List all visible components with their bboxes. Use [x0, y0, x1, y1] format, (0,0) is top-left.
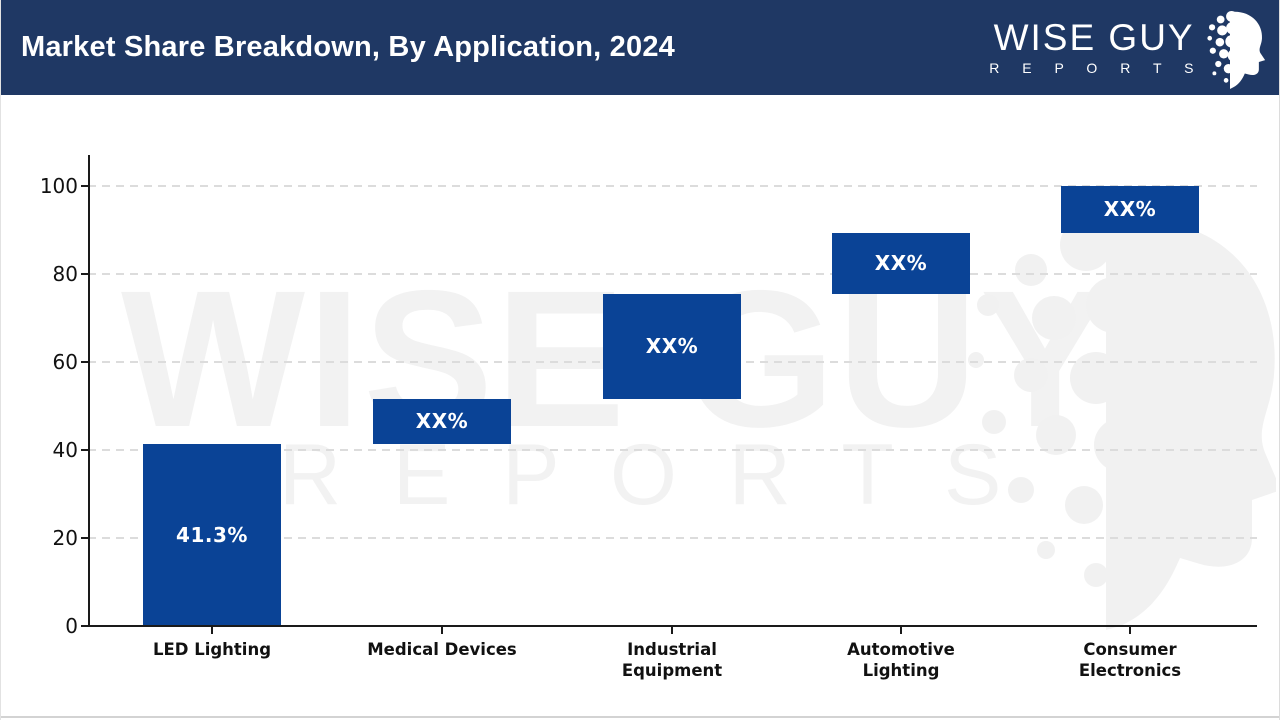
- gridline-80: [88, 273, 1257, 275]
- bar-value-label: XX%: [645, 334, 699, 359]
- watermark-text-line2: R E P O R T S: [279, 427, 1016, 523]
- chart-title: Market Share Breakdown, By Application, …: [21, 31, 675, 63]
- bar-medical-devices: XX%: [373, 398, 511, 445]
- x-tick-mark-1: [441, 626, 443, 634]
- watermark-head-graphic: [968, 219, 1276, 630]
- y-tick-mark-0: [81, 625, 88, 627]
- y-tick-label-20: 20: [52, 526, 78, 550]
- x-tick-mark-3: [900, 626, 902, 634]
- x-category-label-3: Automotive Lighting: [847, 640, 955, 681]
- y-tick-label-40: 40: [52, 438, 78, 462]
- y-tick-label-60: 60: [52, 350, 78, 374]
- header: Market Share Breakdown, By Application, …: [1, 0, 1279, 95]
- y-axis-line: [88, 155, 90, 627]
- bar-value-label: XX%: [1103, 197, 1157, 222]
- x-tick-mark-2: [671, 626, 673, 634]
- bar-automotive-lighting: XX%: [832, 232, 970, 294]
- y-tick-label-80: 80: [52, 262, 78, 286]
- x-category-label-1: Medical Devices: [367, 640, 517, 659]
- logo-wordmark-line1: WISE GUY: [993, 17, 1195, 58]
- bar-industrial-equipment: XX%: [603, 293, 741, 399]
- gridline-40: [88, 449, 1257, 451]
- x-category-label-4: Consumer Electronics: [1078, 640, 1182, 681]
- y-tick-mark-20: [81, 537, 88, 539]
- bar-consumer-electronics: XX%: [1061, 186, 1199, 233]
- logo-wordmark-line2: R E P O R T S: [989, 60, 1203, 76]
- x-tick-mark-4: [1129, 626, 1131, 634]
- x-category-label-2: Industrial Equipment: [621, 640, 723, 681]
- y-tick-label-100: 100: [39, 174, 78, 198]
- logo-wordmark: WISE GUY R E P O R T S: [985, 19, 1203, 76]
- y-tick-label-0: 0: [65, 614, 78, 638]
- gridline-20: [88, 537, 1257, 539]
- bottom-border: [1, 716, 1279, 718]
- x-tick-mark-0: [211, 626, 213, 634]
- logo-head-icon: [1207, 10, 1266, 89]
- bar-led-lighting: 41.3%: [143, 444, 281, 626]
- gridline-100: [88, 185, 1257, 187]
- y-tick-mark-60: [81, 361, 88, 363]
- bar-value-label: XX%: [874, 251, 928, 276]
- brand-logo: WISE GUY R E P O R T S: [985, 0, 1269, 95]
- bar-value-label: XX%: [415, 409, 469, 434]
- y-tick-mark-100: [81, 185, 88, 187]
- x-category-label-0: LED Lighting: [152, 640, 272, 659]
- y-tick-mark-40: [81, 449, 88, 451]
- bar-value-label: 41.3%: [176, 523, 248, 548]
- y-tick-mark-80: [81, 273, 88, 275]
